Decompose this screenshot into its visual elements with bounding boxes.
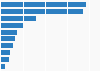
Bar	[0, 2, 86, 7]
Bar	[0, 30, 17, 35]
Bar	[0, 23, 24, 28]
Bar	[0, 57, 9, 62]
Bar	[0, 64, 5, 69]
Bar	[0, 43, 13, 48]
Bar	[0, 36, 15, 41]
Bar	[0, 50, 10, 55]
Bar	[0, 9, 83, 14]
Bar	[0, 16, 36, 21]
